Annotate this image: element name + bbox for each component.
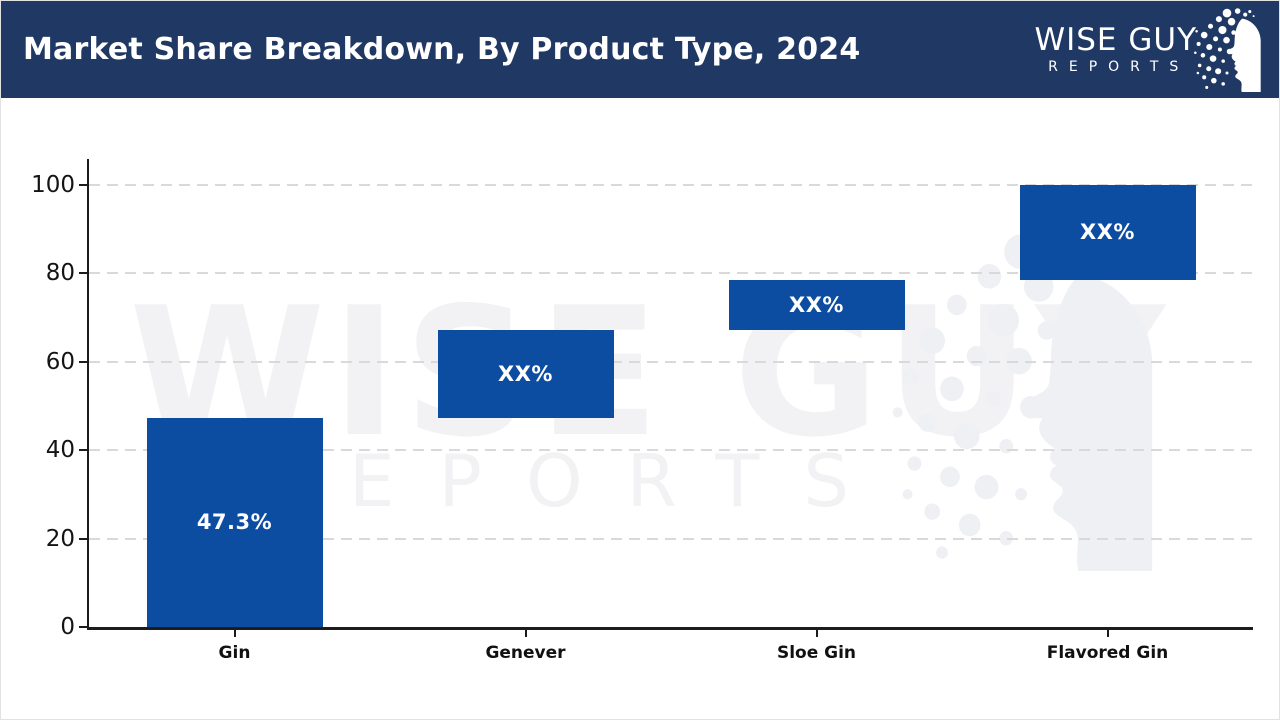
y-tick-label: 40 — [45, 437, 75, 463]
y-tick-mark — [79, 626, 87, 628]
watermark-line2: REPORTS — [255, 439, 894, 523]
bar: XX% — [1019, 184, 1196, 281]
x-tick-mark — [815, 630, 818, 637]
x-tick-label: Gin — [218, 643, 251, 663]
logo-line1: WISE GUY — [1034, 22, 1197, 59]
bar-value-label: XX% — [1080, 220, 1135, 245]
gridline — [89, 272, 1253, 274]
x-tick-label: Genever — [485, 643, 566, 663]
x-tick-mark — [524, 630, 527, 637]
logo-wordmark: WISE GUY REPORTS — [1034, 23, 1197, 74]
gridline — [89, 360, 1253, 363]
y-tick-mark — [79, 360, 87, 363]
y-tick-label: 80 — [45, 260, 75, 286]
gridline — [89, 183, 1253, 186]
y-tick-label: 20 — [45, 525, 75, 552]
header: Market Share Breakdown, By Product Type,… — [1, 1, 1279, 98]
y-tick-mark — [79, 537, 87, 540]
gridline — [89, 537, 1253, 540]
bar: XX% — [437, 329, 614, 418]
x-tick-label: Flavored Gin — [1046, 643, 1169, 663]
y-tick-label: 0 — [60, 614, 75, 640]
x-axis-line — [87, 627, 1253, 630]
bar-value-label: XX% — [789, 292, 844, 317]
logo-face-icon — [1189, 6, 1265, 92]
bar-value-label: XX% — [498, 361, 553, 386]
logo-line2: REPORTS — [1048, 58, 1190, 75]
bar-value-label: 47.3% — [196, 510, 273, 535]
y-tick-mark — [79, 183, 87, 186]
x-tick-mark — [1106, 630, 1109, 637]
y-tick-mark — [79, 449, 87, 451]
y-tick-label: 60 — [45, 348, 75, 375]
x-tick-label: Sloe Gin — [776, 643, 857, 663]
bar: 47.3% — [146, 417, 323, 627]
x-tick-mark — [233, 630, 236, 637]
bar: XX% — [728, 280, 905, 330]
y-tick-label: 100 — [31, 171, 75, 198]
plot-area: 0 20 40 60 80 100 47.3% Gin XX% Genever XX% Sloe Gi… — [31, 161, 1253, 663]
y-axis-line — [87, 159, 89, 630]
gridline — [89, 449, 1253, 451]
page-title: Market Share Breakdown, By Product Type,… — [23, 32, 861, 67]
brand-logo: WISE GUY REPORTS — [1034, 6, 1265, 92]
y-tick-mark — [79, 272, 87, 274]
